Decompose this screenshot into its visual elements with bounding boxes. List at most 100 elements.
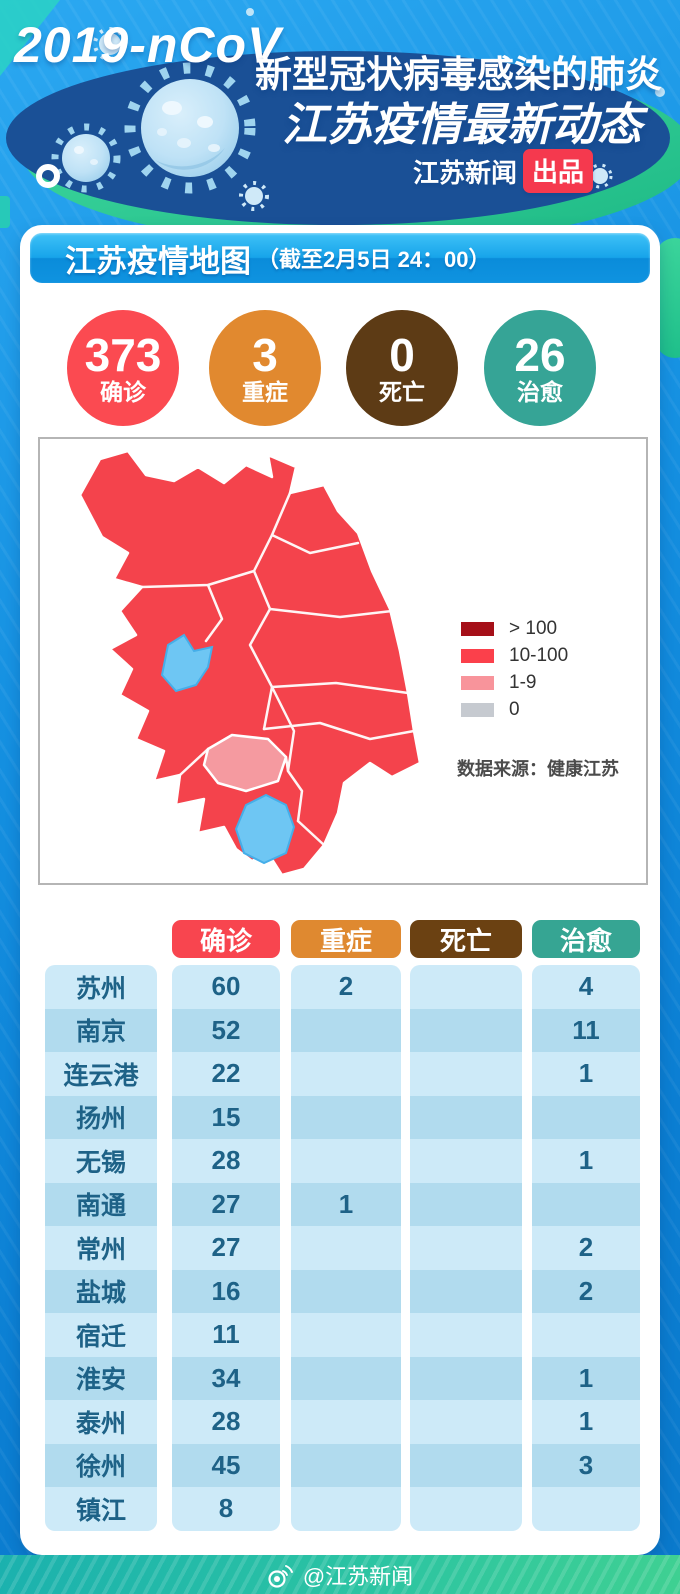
table-cell: 28	[172, 1400, 280, 1444]
column-header-pill: 死亡	[410, 920, 522, 958]
table-cell: 3	[532, 1443, 640, 1487]
legend-swatch	[461, 621, 494, 636]
legend-row-1: > 100	[461, 615, 568, 642]
footer-credit: @江苏新闻	[302, 1563, 414, 1589]
publisher-tag: 出品	[523, 149, 594, 193]
table-cell	[410, 1139, 522, 1183]
table-cell	[291, 1052, 401, 1096]
table-cell: 8	[172, 1487, 280, 1531]
table-cell: 1	[532, 1356, 640, 1400]
table-cell	[291, 1226, 401, 1270]
table-cell	[291, 1356, 401, 1400]
table-cell	[532, 1095, 640, 1139]
table-cell: 11	[172, 1313, 280, 1357]
banner-title: 江苏疫情地图	[65, 243, 251, 279]
table-cell: 1	[532, 1400, 640, 1444]
table-cell: 45	[172, 1443, 280, 1487]
map-legend: > 100 10-100 1-9 0	[461, 615, 568, 723]
content-card: 江苏疫情地图 （截至2月5日 24：00） 373 确诊 3 重症 0 死亡 26 治愈	[20, 225, 660, 1555]
stat-value: 26	[514, 329, 566, 381]
region-1-9	[202, 733, 288, 793]
stat-circle-1: 373 确诊	[67, 310, 179, 426]
stat-label: 死亡	[379, 379, 425, 405]
logo-2019ncov: 2019-nCoV	[14, 17, 282, 73]
legend-label: 1-9	[509, 671, 537, 693]
stat-label: 确诊	[100, 379, 146, 405]
table-cell: 15	[172, 1095, 280, 1139]
virus-tiny-3	[587, 163, 613, 189]
table-cell: 52	[172, 1008, 280, 1052]
city-name-cell: 南京	[45, 1008, 157, 1052]
city-name-cell: 无锡	[45, 1139, 157, 1183]
city-name-cell: 连云港	[45, 1052, 157, 1096]
table-cell	[410, 1182, 522, 1226]
table-cell	[410, 1052, 522, 1096]
title-line1: 新型冠状病毒感染的肺炎	[255, 54, 662, 95]
city-name-cell: 苏州	[45, 965, 157, 1009]
province-outline	[78, 449, 422, 877]
stat-label: 治愈	[517, 379, 563, 405]
table-cell: 11	[532, 1008, 640, 1052]
legend-row-4: 0	[461, 696, 568, 723]
table-cell	[291, 1008, 401, 1052]
table-cell	[291, 1313, 401, 1357]
table-column-cured: 4 11 1 1 2 2 1 1 3	[532, 965, 640, 1531]
table-cell: 27	[172, 1182, 280, 1226]
table-cell: 2	[532, 1226, 640, 1270]
table-cell: 1	[532, 1139, 640, 1183]
virus-illustration	[0, 0, 680, 230]
corner-accent	[0, 0, 60, 76]
map-panel: > 100 10-100 1-9 0 数据来源：健康江苏	[38, 437, 648, 885]
table-cell	[410, 1269, 522, 1313]
city-name-cell: 扬州	[45, 1095, 157, 1139]
table-cell	[410, 1313, 522, 1357]
banner-subtitle: （截至2月5日 24：00）	[257, 247, 491, 272]
virus-small	[51, 123, 121, 193]
stat-circle-3: 0 死亡	[346, 310, 458, 426]
city-name-cell: 宿迁	[45, 1313, 157, 1357]
legend-label: 0	[509, 698, 520, 720]
table-cell	[532, 1487, 640, 1531]
table-cell	[532, 1313, 640, 1357]
city-name-cell: 盐城	[45, 1269, 157, 1313]
table-cell	[410, 1095, 522, 1139]
column-header-pill: 治愈	[532, 920, 640, 958]
weibo-icon	[268, 1564, 293, 1588]
legend-swatch	[461, 702, 494, 717]
table-cell: 60	[172, 965, 280, 1009]
table-cell	[410, 1008, 522, 1052]
table-column-city: 苏州 南京 连云港 扬州 无锡 南通 常州 盐城 宿迁 淮安 泰州 徐州 镇江	[45, 965, 157, 1531]
table-cell: 1	[532, 1052, 640, 1096]
publisher-name: 江苏新闻	[413, 157, 518, 188]
legend-label: > 100	[509, 617, 558, 639]
table-cell	[291, 1269, 401, 1313]
column-header-pill: 确诊	[172, 920, 280, 958]
city-borders	[140, 491, 416, 847]
table-cell	[291, 1443, 401, 1487]
data-source: 数据来源：健康江苏	[457, 759, 619, 779]
legend-swatch	[461, 675, 494, 690]
table-cell: 2	[532, 1269, 640, 1313]
virus-large	[124, 62, 256, 194]
city-name-cell: 泰州	[45, 1400, 157, 1444]
table-column-confirmed: 60 52 22 15 28 27 27 16 11 34 28 45 8	[172, 965, 280, 1531]
table-cell	[410, 1226, 522, 1270]
table-cell: 4	[532, 965, 640, 1009]
jiangsu-map	[78, 449, 422, 877]
stat-value: 3	[252, 329, 278, 381]
stat-circle-2: 3 重症	[209, 310, 321, 426]
stat-label: 重症	[242, 379, 288, 405]
dot-accent	[246, 8, 254, 16]
header: 2019-nCoV 新型冠状病毒感染的肺炎 江苏疫情最新动态 江苏新闻 出品	[0, 0, 680, 230]
column-header-pill: 重症	[291, 920, 401, 958]
table-cell	[291, 1400, 401, 1444]
dot-accent	[655, 87, 665, 97]
table-cell	[410, 1487, 522, 1531]
stat-circle-4: 26 治愈	[484, 310, 596, 426]
city-name-cell: 徐州	[45, 1443, 157, 1487]
city-name-cell: 镇江	[45, 1487, 157, 1531]
ring-accent	[36, 164, 60, 188]
table-cell	[291, 1095, 401, 1139]
table-cell	[410, 1400, 522, 1444]
tai-lake	[234, 793, 296, 865]
